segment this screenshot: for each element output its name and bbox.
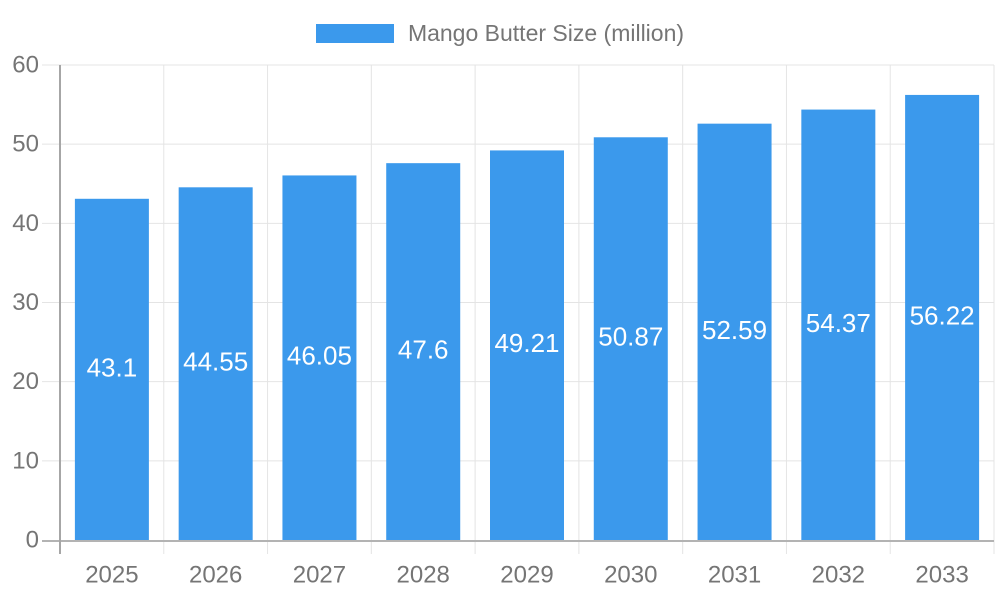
bar [697, 123, 772, 540]
x-tick-label: 2027 [293, 562, 346, 589]
bar [282, 175, 357, 540]
bar [178, 187, 253, 540]
bar [490, 150, 564, 540]
y-tick-label: 0 [26, 527, 39, 554]
legend-label: Mango Butter Size (million) [407, 19, 685, 46]
bar-value-label: 52.59 [702, 315, 767, 345]
x-tick-label: 2029 [500, 562, 553, 589]
x-tick-label: 2026 [189, 562, 242, 589]
bar-value-label: 47.6 [398, 335, 449, 365]
legend: Mango Butter Size (million) [0, 19, 1000, 46]
y-tick-label: 60 [12, 52, 39, 79]
y-tick-label: 20 [12, 368, 39, 395]
x-tick-label: 2025 [85, 562, 138, 589]
y-tick-label: 40 [12, 210, 39, 237]
bar-value-label: 50.87 [598, 322, 663, 352]
bar [801, 109, 876, 540]
bar [593, 137, 668, 540]
x-tick-label: 2031 [708, 562, 761, 589]
legend-swatch [315, 23, 394, 43]
bar [386, 163, 461, 540]
bar-value-label: 56.22 [910, 300, 975, 330]
y-tick-label: 10 [12, 447, 39, 474]
y-tick-label: 50 [12, 131, 39, 158]
bar-value-label: 46.05 [287, 341, 352, 371]
x-tick-label: 2033 [915, 562, 968, 589]
y-tick-label: 30 [12, 289, 39, 316]
bar [74, 198, 149, 540]
x-tick-label: 2030 [604, 562, 657, 589]
bar-value-label: 49.21 [494, 328, 559, 358]
bar [905, 94, 980, 541]
bar-value-label: 44.55 [183, 347, 248, 377]
x-tick-label: 2028 [397, 562, 450, 589]
x-tick-label: 2032 [812, 562, 865, 589]
bar-value-label: 54.37 [806, 308, 871, 338]
bar-value-label: 43.1 [87, 352, 138, 382]
